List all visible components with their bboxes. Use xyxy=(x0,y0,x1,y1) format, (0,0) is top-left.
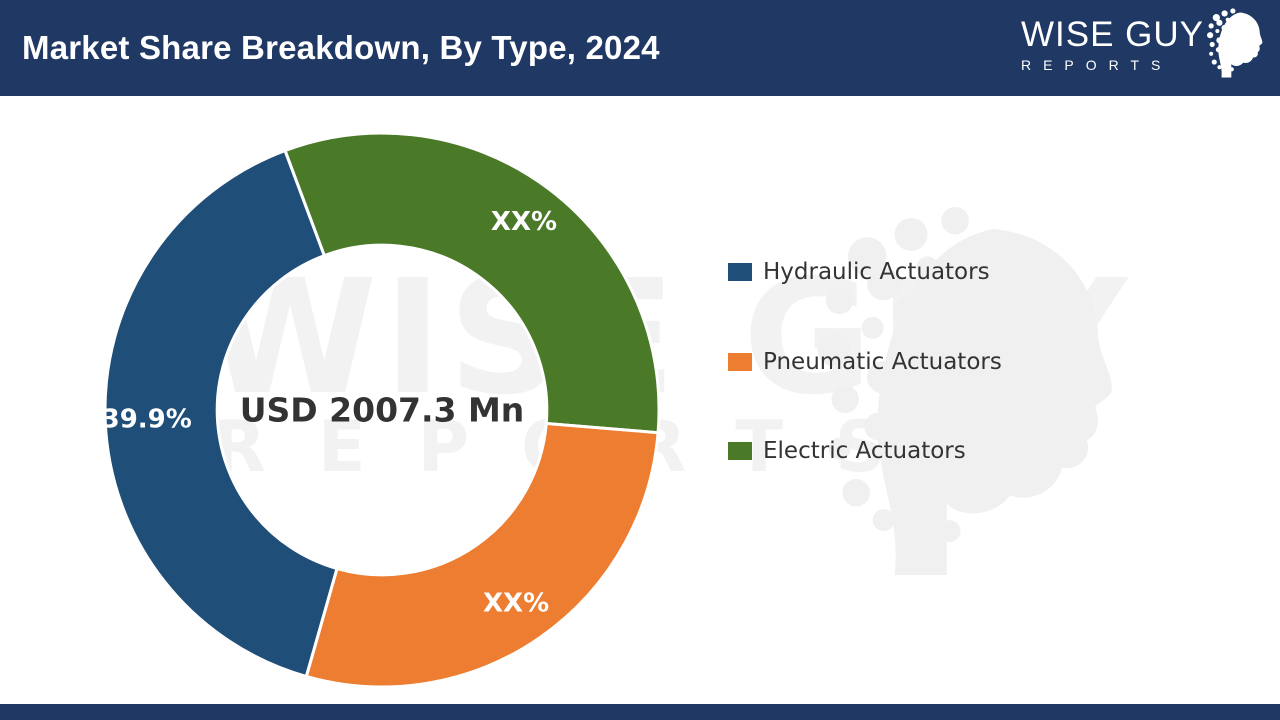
donut-slice xyxy=(283,131,661,435)
legend-item: Electric Actuators xyxy=(728,437,966,465)
legend-swatch xyxy=(728,263,752,281)
logo-wordmark: WISE GUY xyxy=(1020,15,1204,55)
donut-slice xyxy=(103,149,339,678)
wiseguy-logo: WISE GUY REPORTS xyxy=(1021,6,1268,84)
legend-label: Electric Actuators xyxy=(763,438,966,464)
legend-item: Pneumatic Actuators xyxy=(728,348,1002,376)
legend-item: Hydraulic Actuators xyxy=(728,258,990,286)
wiseguy-face-icon xyxy=(1206,6,1268,84)
slice-percentage-label: XX% xyxy=(483,589,549,619)
slice-percentage-label: XX% xyxy=(491,207,557,237)
donut-slice xyxy=(304,422,660,689)
legend-label: Pneumatic Actuators xyxy=(763,349,1002,375)
footer-bar xyxy=(0,704,1280,720)
legend-swatch xyxy=(728,442,752,460)
donut-chart: XX% XX% 39.9% xyxy=(102,131,661,689)
legend-swatch xyxy=(728,353,752,371)
header-bar: Market Share Breakdown, By Type, 2024 WI… xyxy=(0,0,1280,96)
donut-center-label: USD 2007.3 Mn xyxy=(239,390,525,430)
slice-percentage-label: 39.9% xyxy=(102,405,192,435)
legend-label: Hydraulic Actuators xyxy=(763,259,990,285)
logo-text: WISE GUY REPORTS xyxy=(1020,15,1204,73)
page-title: Market Share Breakdown, By Type, 2024 xyxy=(22,29,660,66)
logo-subtitle: REPORTS xyxy=(1020,56,1173,73)
